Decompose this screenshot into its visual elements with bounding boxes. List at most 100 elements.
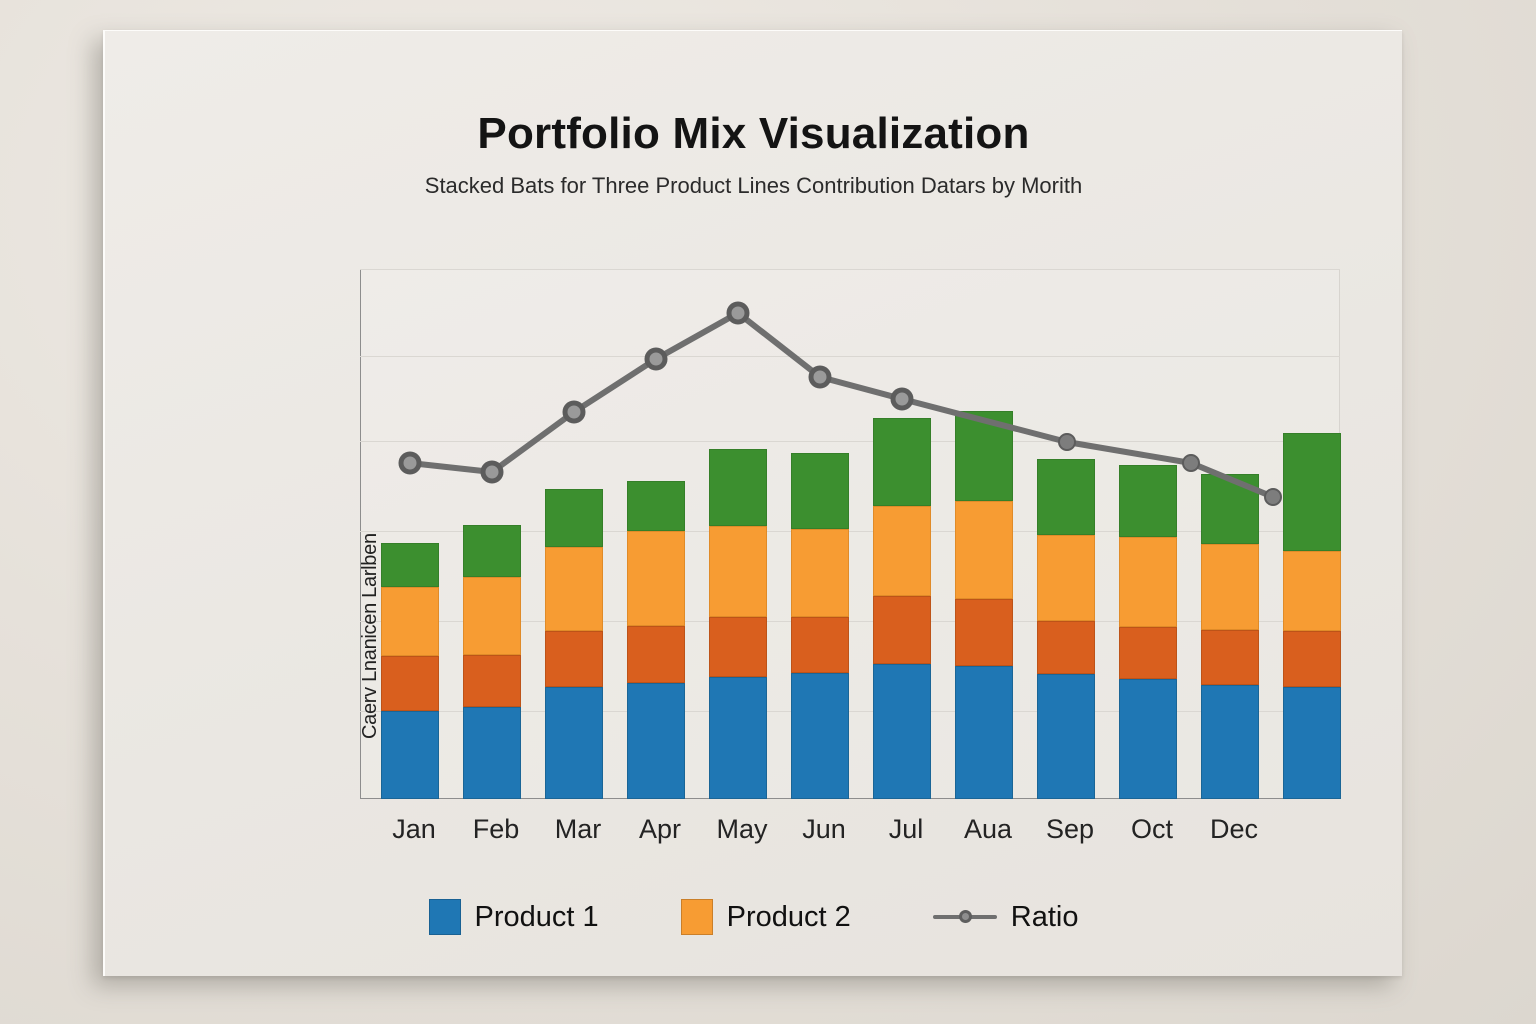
stacked-bar [1283,433,1341,799]
ratio-line-marker [480,460,504,484]
legend-label: Ratio [1010,900,1079,933]
gridline [360,531,1340,532]
bar-segment [627,531,685,626]
legend-item[interactable]: Ratio [932,900,1079,934]
stacked-bar [381,543,439,799]
legend-color-swatch [680,899,713,935]
bar-segment [381,587,439,656]
x-axis-tick-label: Jul [888,814,924,844]
gridline [360,269,1340,270]
stacked-bar [463,525,521,799]
x-axis-tick-label: Jan [392,814,436,844]
stacked-bar [1119,465,1177,799]
x-axis-tick-label: Feb [472,814,520,844]
bar-segment [873,596,931,664]
legend-line-swatch [932,910,997,923]
bar-segment [955,501,1013,599]
bar-segment [873,506,931,596]
bar-segment [627,683,685,799]
bar-segment [955,599,1013,666]
bar-segment [709,617,767,677]
bar-segment [791,529,849,617]
bar-segment [627,481,685,531]
stacked-bar [955,411,1013,799]
stacked-bar [1037,459,1095,799]
bar-segment [1037,674,1095,799]
bar-segment [709,526,767,617]
bar-segment [463,525,521,577]
bar-segment [545,687,603,799]
bar-segment [955,666,1013,799]
bar-segment [463,655,521,707]
ratio-line-marker [1182,454,1200,472]
gridline [360,356,1340,357]
x-axis-tick-label: Sep [1045,814,1095,844]
stacked-bar [709,449,767,799]
ratio-line-marker [1264,488,1282,506]
ratio-line-marker [1058,433,1076,451]
bar-segment [1201,630,1259,685]
stacked-bar [1201,474,1259,799]
bar-segment [1283,687,1341,799]
stacked-bar [791,453,849,799]
page-subtitle: Stacked Bats for Three Product Lines Con… [424,173,1083,198]
y-axis-left-title: Caerv Lnanicen Larlben [359,533,381,739]
legend-item[interactable]: Product 2 [680,899,851,935]
bar-segment [463,577,521,655]
bar-segment [1283,631,1341,687]
bar-segment [1037,535,1095,621]
stacked-bar [545,489,603,799]
bar-segment [627,626,685,683]
bar-segment [791,617,849,673]
bar-segment [545,547,603,631]
x-axis-tick-label: May [716,814,768,844]
bar-segment [873,418,931,506]
ratio-line-marker [562,400,586,424]
stacked-bar [627,481,685,799]
legend-item[interactable]: Product 1 [428,899,599,935]
x-axis-tick-label: Oct [1130,814,1174,844]
chart-card: Portfolio Mix Visualization Stacked Bats… [103,30,1402,976]
bar-segment [1037,621,1095,674]
legend-color-swatch [428,899,461,935]
legend-line-marker-icon [958,910,972,923]
bar-segment [709,677,767,799]
legend-label: Product 2 [726,900,851,933]
bar-segment [463,707,521,799]
bar-segment [545,631,603,687]
ratio-line-marker [726,301,750,325]
ratio-line-marker [890,387,914,411]
ratio-line-series [398,301,1282,506]
bar-segment [791,453,849,529]
bar-segment [545,489,603,547]
bar-segment [381,543,439,587]
bar-segment [1119,537,1177,627]
bar-segment [1283,433,1341,551]
gridline [360,621,1340,622]
legend-label: Product 1 [474,900,599,933]
stacked-bar [873,418,931,799]
bar-segment [381,656,439,711]
x-axis-tick-label: Aua [963,814,1013,844]
bar-segment [1119,465,1177,537]
bar-segment [791,673,849,799]
gridline [360,711,1340,712]
ratio-line-path [407,310,1276,500]
bar-segment [873,664,931,799]
x-axis-tick-label: Apr [638,814,682,844]
x-axis-tick-label: Dec [1209,814,1259,844]
ratio-line-marker [398,451,422,475]
x-axis-tick-label: Mar [554,814,602,844]
bar-segment [709,449,767,526]
bar-segment [1201,685,1259,799]
bar-segment [1283,551,1341,631]
page-title: Portfolio Mix Visualization [477,109,1030,158]
bar-segment [1201,544,1259,630]
bar-segment [1119,679,1177,799]
bar-segment [1037,459,1095,535]
bar-segment [1119,627,1177,679]
legend: Product 1 Product 2 Ratio [105,899,1402,935]
x-axis-tick-label: Jun [802,814,846,844]
gridline [360,441,1340,442]
ratio-line-marker [644,347,668,371]
